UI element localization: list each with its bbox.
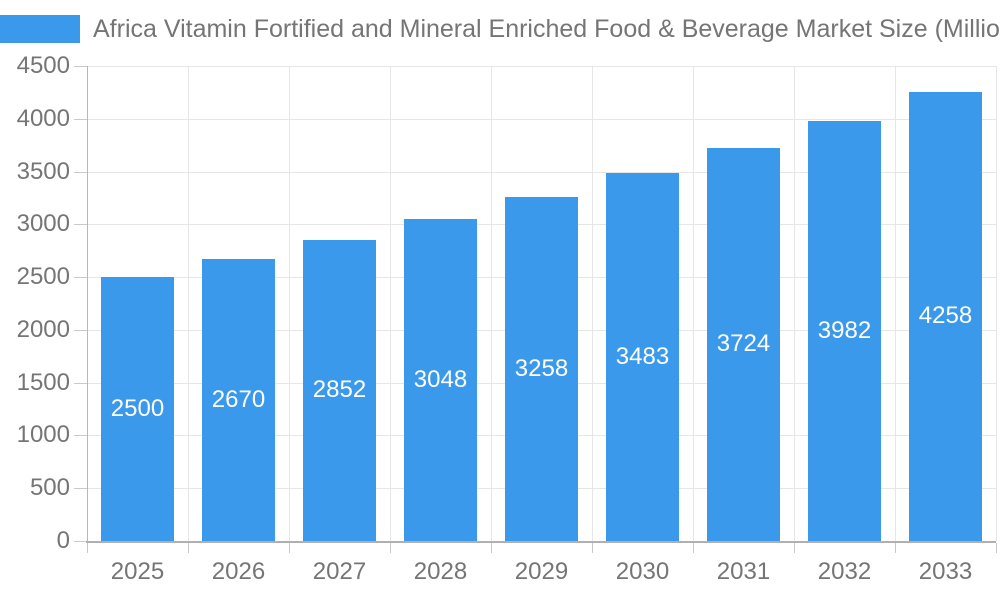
y-tick-mark — [74, 383, 87, 384]
y-tick-mark — [74, 435, 87, 436]
x-gridline — [693, 66, 694, 541]
y-tick-label: 1000 — [16, 421, 70, 448]
x-tick-mark — [895, 543, 896, 553]
bar-value-label: 3724 — [716, 330, 771, 358]
x-tick-label: 2026 — [211, 558, 266, 585]
x-tick-label: 2028 — [413, 558, 468, 585]
y-tick-mark — [74, 330, 87, 331]
x-tick-label: 2030 — [615, 558, 670, 585]
bar-2027[interactable]: 2852 — [303, 239, 376, 541]
x-gridline — [996, 66, 997, 541]
y-gridline — [87, 66, 996, 67]
y-tick-label: 4000 — [16, 105, 70, 132]
y-tick-label: 2500 — [16, 263, 70, 290]
y-tick-label: 500 — [29, 474, 70, 501]
y-tick-label: 4500 — [16, 52, 70, 79]
bar-value-label: 3483 — [615, 343, 670, 371]
x-tick-mark — [996, 543, 997, 553]
x-tick-mark — [491, 543, 492, 553]
y-tick-mark — [74, 66, 87, 67]
y-tick-label: 3000 — [16, 210, 70, 237]
bar-value-label: 2852 — [312, 376, 367, 404]
bar-value-label: 2500 — [110, 395, 165, 423]
x-gridline — [390, 66, 391, 541]
x-gridline — [794, 66, 795, 541]
x-gridline — [491, 66, 492, 541]
y-tick-mark — [74, 172, 87, 173]
bar-2029[interactable]: 3258 — [505, 197, 578, 541]
x-tick-label: 2025 — [110, 558, 165, 585]
y-gridline — [87, 119, 996, 120]
bar-2031[interactable]: 3724 — [707, 147, 780, 541]
x-tick-label: 2029 — [514, 558, 569, 585]
x-tick-label: 2033 — [918, 558, 973, 585]
y-tick-label: 3500 — [16, 158, 70, 185]
x-tick-label: 2032 — [817, 558, 872, 585]
y-gridline — [87, 172, 996, 173]
bar-2030[interactable]: 3483 — [606, 173, 679, 541]
legend-swatch — [0, 15, 80, 43]
bar-value-label: 4258 — [918, 302, 973, 330]
bar-2032[interactable]: 3982 — [808, 120, 881, 541]
y-tick-label: 0 — [56, 527, 70, 554]
y-axis-line — [87, 66, 88, 543]
bar-value-label: 3982 — [817, 316, 872, 344]
x-tick-mark — [693, 543, 694, 553]
x-tick-label: 2031 — [716, 558, 771, 585]
y-tick-label: 1500 — [16, 369, 70, 396]
x-tick-mark — [794, 543, 795, 553]
legend-label: Africa Vitamin Fortified and Mineral Enr… — [93, 14, 1000, 43]
bar-2028[interactable]: 3048 — [404, 219, 477, 541]
bar-value-label: 3048 — [413, 366, 468, 394]
bar-2033[interactable]: 4258 — [909, 91, 982, 541]
x-gridline — [289, 66, 290, 541]
x-tick-label: 2027 — [312, 558, 367, 585]
x-gridline — [592, 66, 593, 541]
x-gridline — [895, 66, 896, 541]
y-tick-mark — [74, 488, 87, 489]
legend: Africa Vitamin Fortified and Mineral Enr… — [0, 15, 1000, 43]
bar-2025[interactable]: 2500 — [101, 277, 174, 541]
x-tick-mark — [188, 543, 189, 553]
y-tick-label: 2000 — [16, 316, 70, 343]
bar-2026[interactable]: 2670 — [202, 259, 275, 541]
x-gridline — [188, 66, 189, 541]
y-tick-mark — [74, 119, 87, 120]
x-tick-mark — [289, 543, 290, 553]
x-tick-mark — [592, 543, 593, 553]
y-tick-mark — [74, 541, 87, 542]
x-axis-line — [86, 541, 996, 543]
x-tick-mark — [87, 543, 88, 553]
bar-value-label: 2670 — [211, 386, 266, 414]
x-tick-mark — [390, 543, 391, 553]
bar-value-label: 3258 — [514, 355, 569, 383]
y-tick-mark — [74, 277, 87, 278]
y-tick-mark — [74, 224, 87, 225]
